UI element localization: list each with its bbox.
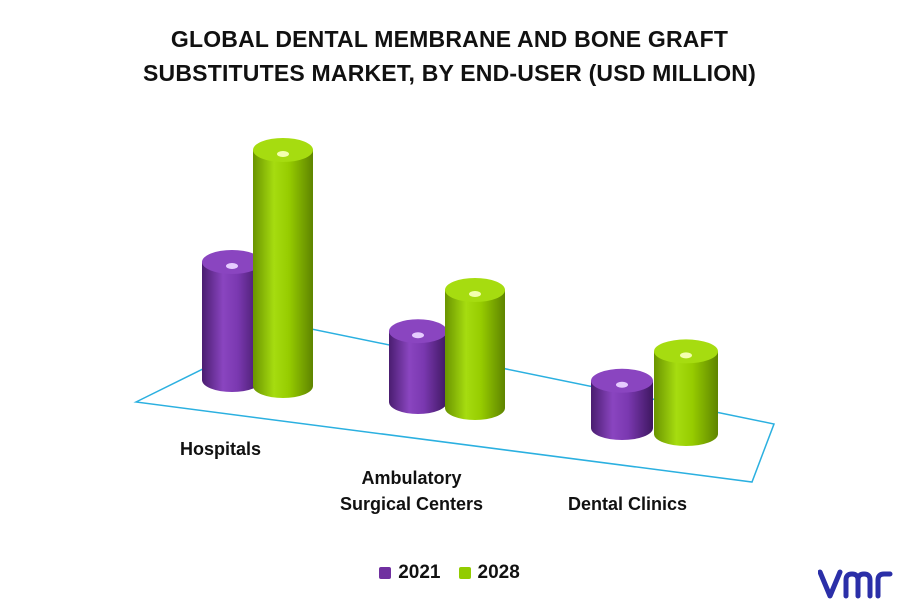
bar-highlight [469, 291, 481, 297]
legend-label-2028: 2028 [477, 562, 520, 583]
bar-highlight [680, 352, 692, 359]
chart-title-line-1: GLOBAL DENTAL MEMBRANE AND BONE GRAFT [170, 26, 729, 52]
bar-ambulatory-2028 [445, 278, 505, 420]
category-label-dental-clinics: Dental Clinics [568, 494, 688, 514]
chart-title: GLOBAL DENTAL MEMBRANE AND BONE GRAFT SU… [0, 22, 899, 90]
bar-body [591, 380, 653, 440]
bar-top [253, 138, 313, 162]
bar-body [389, 331, 447, 414]
legend-swatch-2028 [458, 567, 471, 579]
legend-item-2028: 2028 [458, 562, 520, 584]
bar-body [445, 290, 505, 420]
legend: 2021 2028 [0, 562, 899, 584]
bar-dental-clinics-2021 [591, 368, 653, 440]
category-label-hospitals: Hospitals [180, 439, 262, 459]
bar-top [654, 339, 718, 364]
bar-highlight [412, 332, 424, 339]
bar-top [389, 319, 447, 344]
bar-highlight [226, 263, 238, 269]
bar-highlight [277, 151, 289, 157]
bar-highlight [616, 381, 628, 388]
legend-item-2021: 2021 [379, 562, 441, 584]
bars-group [202, 138, 718, 446]
bar-dental-clinics-2028 [654, 339, 718, 446]
bar-body [202, 262, 262, 392]
bar-body [654, 351, 718, 446]
bar-hospitals-2021 [202, 250, 262, 392]
bar-hospitals-2028 [253, 138, 313, 398]
bar-top [591, 368, 653, 393]
bar-ambulatory-2021 [389, 319, 447, 414]
bar-body [253, 150, 313, 398]
legend-label-2021: 2021 [398, 562, 441, 583]
bar-top [202, 250, 262, 274]
bar-top [445, 278, 505, 302]
vmr-logo [818, 569, 893, 599]
legend-swatch-2021 [379, 567, 392, 579]
category-label-ambulatory: Ambulatory Surgical Centers [340, 468, 484, 514]
chart-title-line-2: SUBSTITUTES MARKET, BY END-USER (USD MIL… [143, 60, 756, 86]
